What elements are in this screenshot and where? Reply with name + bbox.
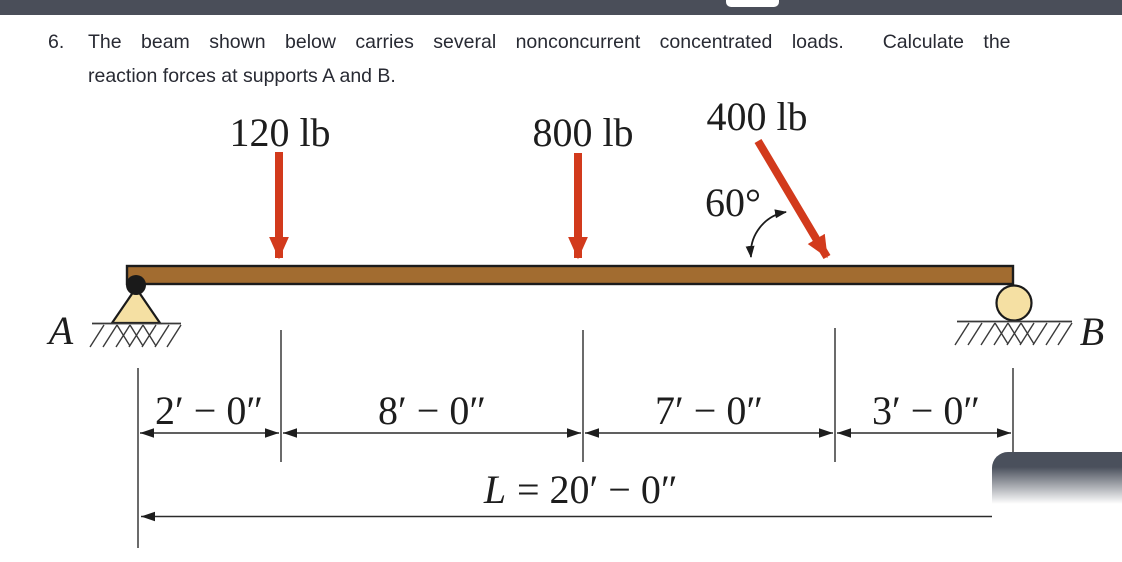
dimension-label-3ft: 3′ − 0″ bbox=[872, 388, 980, 433]
beam bbox=[125, 264, 1015, 286]
total-length-value: = 20′ − 0″ bbox=[517, 467, 678, 512]
problem-text-line1: The beam shown below carries several non… bbox=[88, 31, 1011, 53]
problem-number: 6. bbox=[48, 31, 65, 53]
angle-arc bbox=[745, 209, 787, 258]
ground-hatch-b bbox=[954, 322, 1073, 346]
angle-label: 60° bbox=[705, 180, 761, 225]
support-a-pin bbox=[89, 275, 182, 348]
window-top-bar bbox=[0, 0, 1122, 15]
load-label-120lb: 120 lb bbox=[229, 110, 330, 155]
problem-line-1: 6. The beam shown below carries several n… bbox=[48, 25, 1104, 59]
dimension-label-2ft: 2′ − 0″ bbox=[155, 388, 263, 433]
top-bar-notch bbox=[726, 0, 779, 7]
pin-circle bbox=[126, 275, 146, 295]
ground-hatch-a bbox=[89, 324, 182, 348]
total-length-var: L bbox=[483, 467, 506, 512]
support-b-label: B bbox=[1080, 309, 1104, 354]
extension-lines bbox=[137, 328, 1014, 548]
support-b-roller bbox=[954, 284, 1073, 346]
problem-statement: 6. The beam shown below carries several n… bbox=[48, 25, 1104, 93]
dimension-lines bbox=[140, 428, 1011, 522]
corner-overlay-card bbox=[992, 452, 1122, 562]
load-label-400lb: 400 lb bbox=[706, 94, 807, 139]
dimension-label-8ft: 8′ − 0″ bbox=[378, 388, 486, 433]
roller-circle bbox=[995, 284, 1033, 322]
load-label-800lb: 800 lb bbox=[532, 110, 633, 155]
problem-text-line2: reaction forces at supports A and B. bbox=[88, 65, 396, 87]
dimension-label-7ft: 7′ − 0″ bbox=[655, 388, 763, 433]
beam-diagram: 120 lb 800 lb 400 lb 60° A B 2′ − 0″ 8′ … bbox=[46, 94, 1104, 548]
load-arrow-400lb bbox=[754, 138, 831, 260]
problem-line-2: reaction forces at supports A and B. bbox=[48, 59, 1104, 93]
support-a-label: A bbox=[46, 308, 74, 353]
